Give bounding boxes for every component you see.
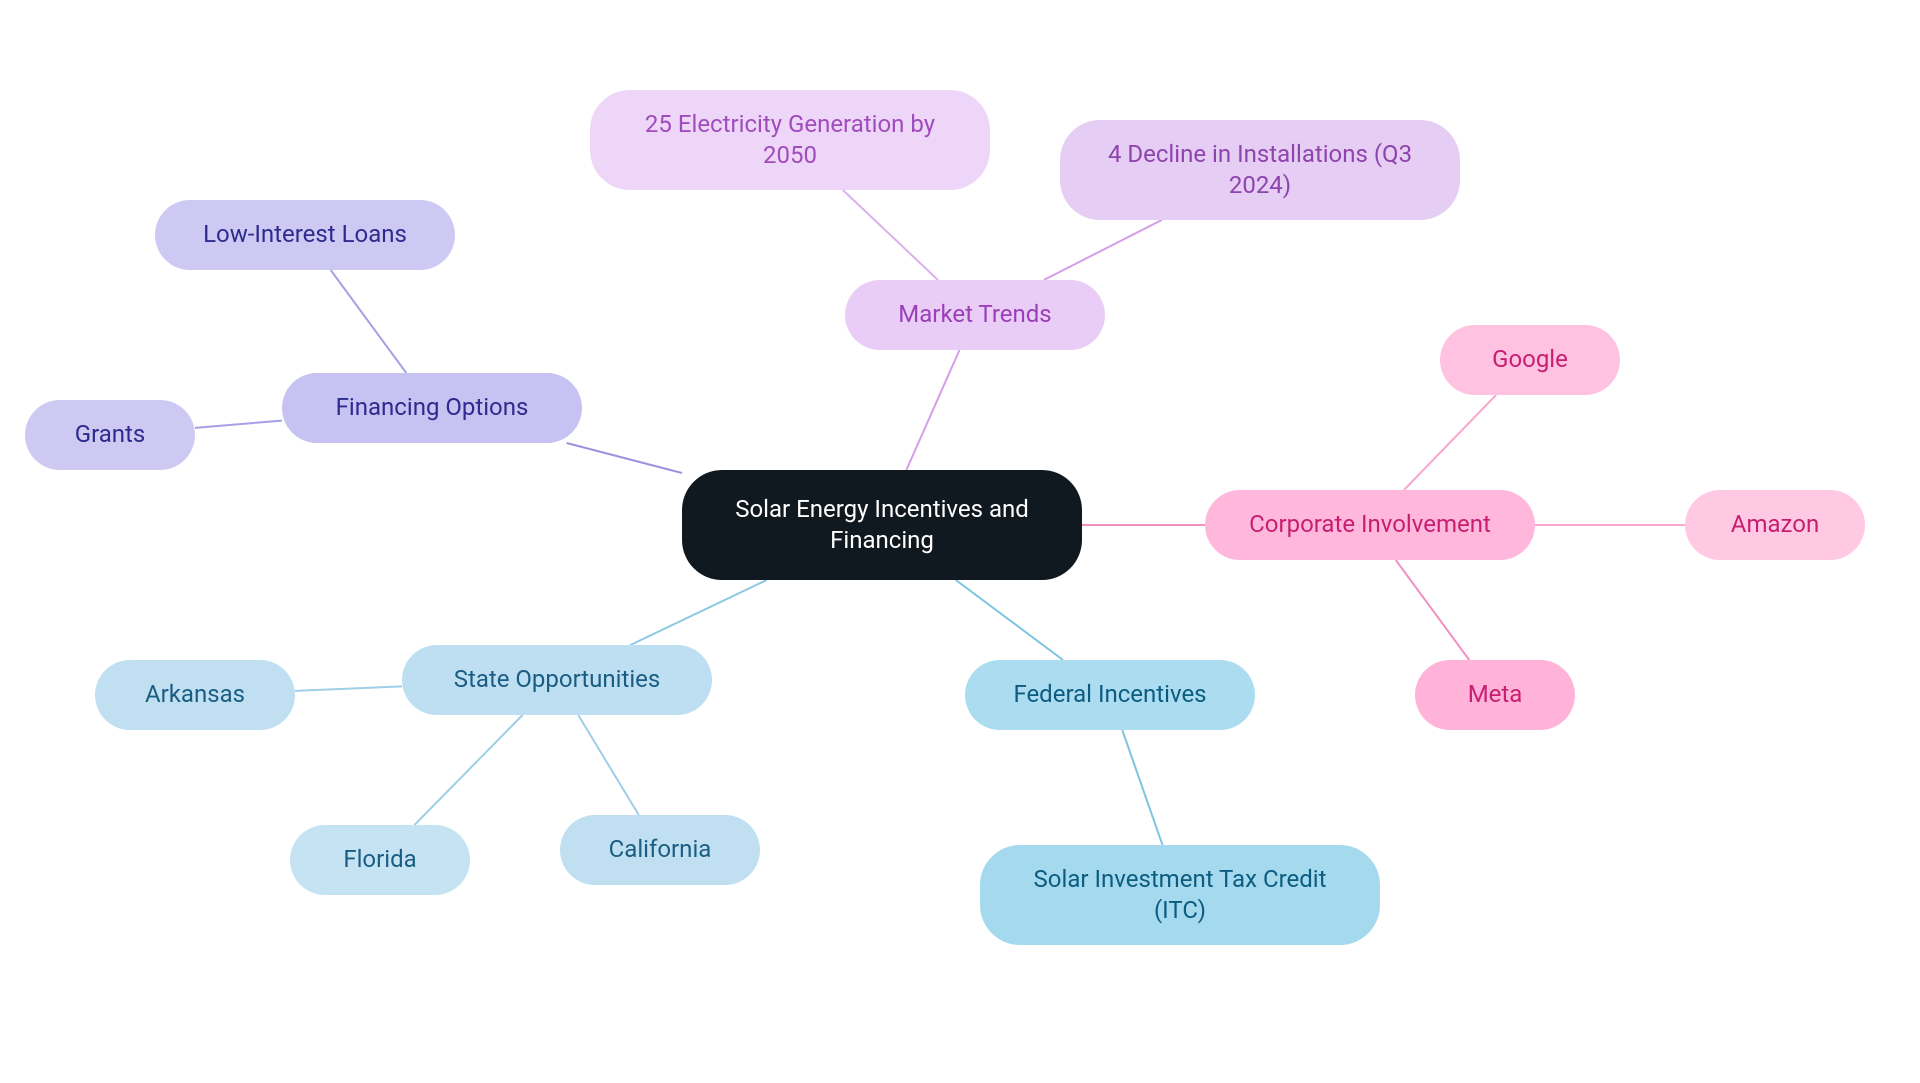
edge-federal-itc: [1122, 730, 1162, 845]
node-m1[interactable]: 25 Electricity Generation by 2050: [590, 90, 990, 190]
edge-state-arkansas: [295, 686, 402, 690]
node-grants[interactable]: Grants: [25, 400, 195, 470]
edge-root-market: [906, 350, 959, 470]
node-corporate[interactable]: Corporate Involvement: [1205, 490, 1535, 560]
node-federal[interactable]: Federal Incentives: [965, 660, 1255, 730]
edge-market-m1: [843, 190, 938, 280]
node-loans[interactable]: Low-Interest Loans: [155, 200, 455, 270]
node-california[interactable]: California: [560, 815, 760, 885]
edge-corporate-google: [1404, 395, 1496, 490]
edge-root-federal: [956, 580, 1063, 660]
edge-financing-loans: [331, 270, 407, 373]
edge-root-state: [630, 580, 766, 645]
node-florida[interactable]: Florida: [290, 825, 470, 895]
edge-root-financing: [567, 443, 682, 473]
node-arkansas[interactable]: Arkansas: [95, 660, 295, 730]
node-root[interactable]: Solar Energy Incentives and Financing: [682, 470, 1082, 580]
edge-state-california: [578, 715, 639, 815]
node-state[interactable]: State Opportunities: [402, 645, 712, 715]
node-meta[interactable]: Meta: [1415, 660, 1575, 730]
edge-financing-grants: [195, 421, 282, 428]
node-m2[interactable]: 4 Decline in Installations (Q3 2024): [1060, 120, 1460, 220]
node-amazon[interactable]: Amazon: [1685, 490, 1865, 560]
edge-market-m2: [1044, 220, 1162, 280]
edge-state-florida: [414, 715, 522, 825]
edge-corporate-meta: [1396, 560, 1470, 660]
node-market[interactable]: Market Trends: [845, 280, 1105, 350]
node-itc[interactable]: Solar Investment Tax Credit (ITC): [980, 845, 1380, 945]
node-financing[interactable]: Financing Options: [282, 373, 582, 443]
node-google[interactable]: Google: [1440, 325, 1620, 395]
